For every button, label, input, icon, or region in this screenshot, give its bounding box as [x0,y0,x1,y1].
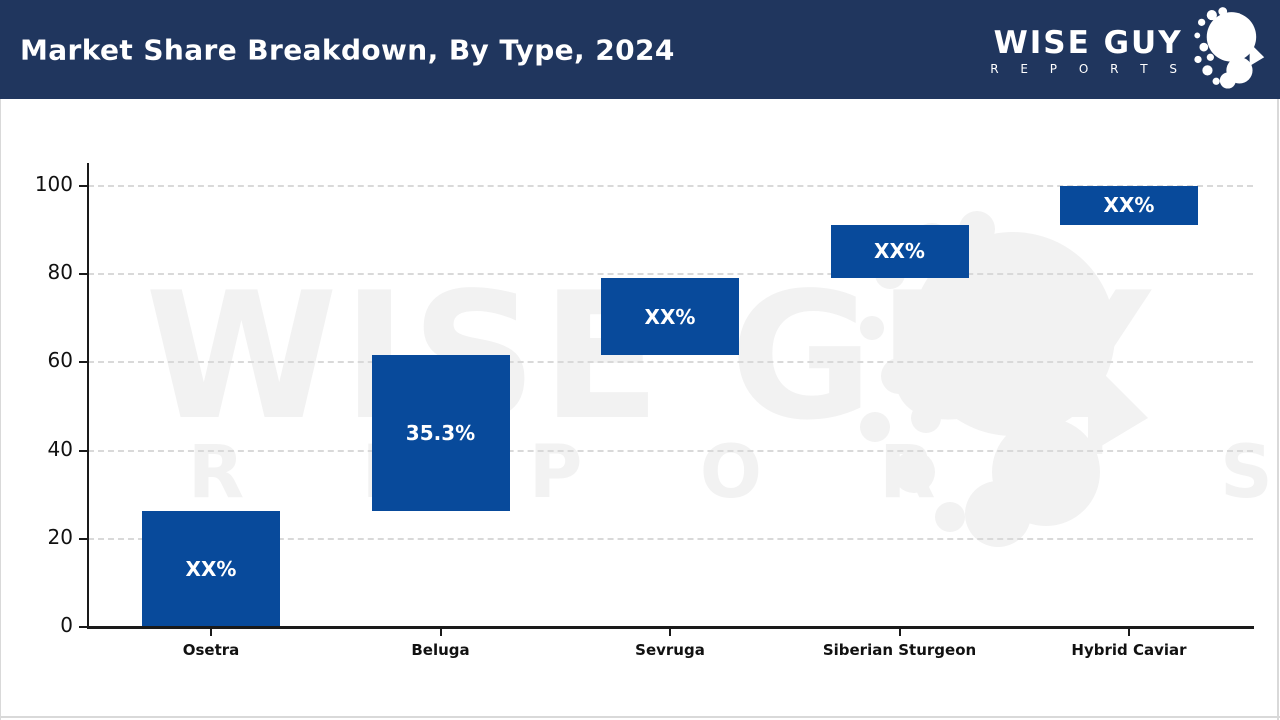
y-gridline [88,273,1253,276]
x-axis-label: Hybrid Caviar [1071,641,1187,659]
x-axis-label: Siberian Sturgeon [822,641,977,659]
brand-head-icon [1190,6,1270,94]
bar-segment: XX% [830,224,969,278]
bar-value-label: XX% [185,557,237,581]
x-tick-mark [439,629,442,636]
header-bar: Market Share Breakdown, By Type, 2024 WI… [0,0,1280,99]
page-border-right [1277,99,1279,720]
y-tick-label: 20 [47,524,73,549]
y-axis-line [87,163,89,629]
y-gridline [88,537,1253,540]
y-tick-mark [79,273,87,276]
bar-value-label: 35.3% [405,421,476,446]
y-tick-mark [79,361,87,364]
bar-segment: XX% [1060,186,1198,225]
bar-segment: XX% [601,277,739,356]
bar-segment: XX% [142,511,280,627]
bar-value-label: XX% [874,239,925,264]
y-tick-mark [79,626,87,628]
brand-name: WISE GUY [993,24,1183,61]
brand-logo-text: WISE GUY R E P O R T S [990,25,1186,76]
bar-value-label: XX% [1103,193,1155,218]
x-axis-line [87,626,1254,629]
y-tick-label: 80 [47,260,73,285]
x-tick-mark [210,629,212,636]
y-tick-mark [79,449,87,452]
y-tick-mark [79,185,87,187]
y-gridline [88,185,1253,187]
y-tick-mark [79,537,87,540]
bar-value-label: XX% [644,304,696,329]
y-gridline [88,449,1253,452]
y-gridline [88,361,1253,364]
brand-subtitle: R E P O R T S [990,61,1186,76]
page-border-left [0,99,1,720]
x-axis-label: Beluga [411,641,470,659]
x-tick-mark [1128,629,1130,636]
x-axis-label: Sevruga [635,641,705,659]
page-border-bottom [0,716,1280,718]
bar-segment: 35.3% [371,355,510,512]
x-axis-label: Osetra [182,641,240,659]
x-tick-mark [669,629,671,636]
y-tick-label: 100 [34,172,73,196]
brand-logo: WISE GUY R E P O R T S [990,5,1270,95]
y-tick-label: 40 [47,436,73,461]
y-tick-label: 60 [47,348,73,373]
y-tick-label: 0 [60,613,73,637]
chart-title: Market Share Breakdown, By Type, 2024 [20,33,675,66]
x-tick-mark [898,629,901,636]
